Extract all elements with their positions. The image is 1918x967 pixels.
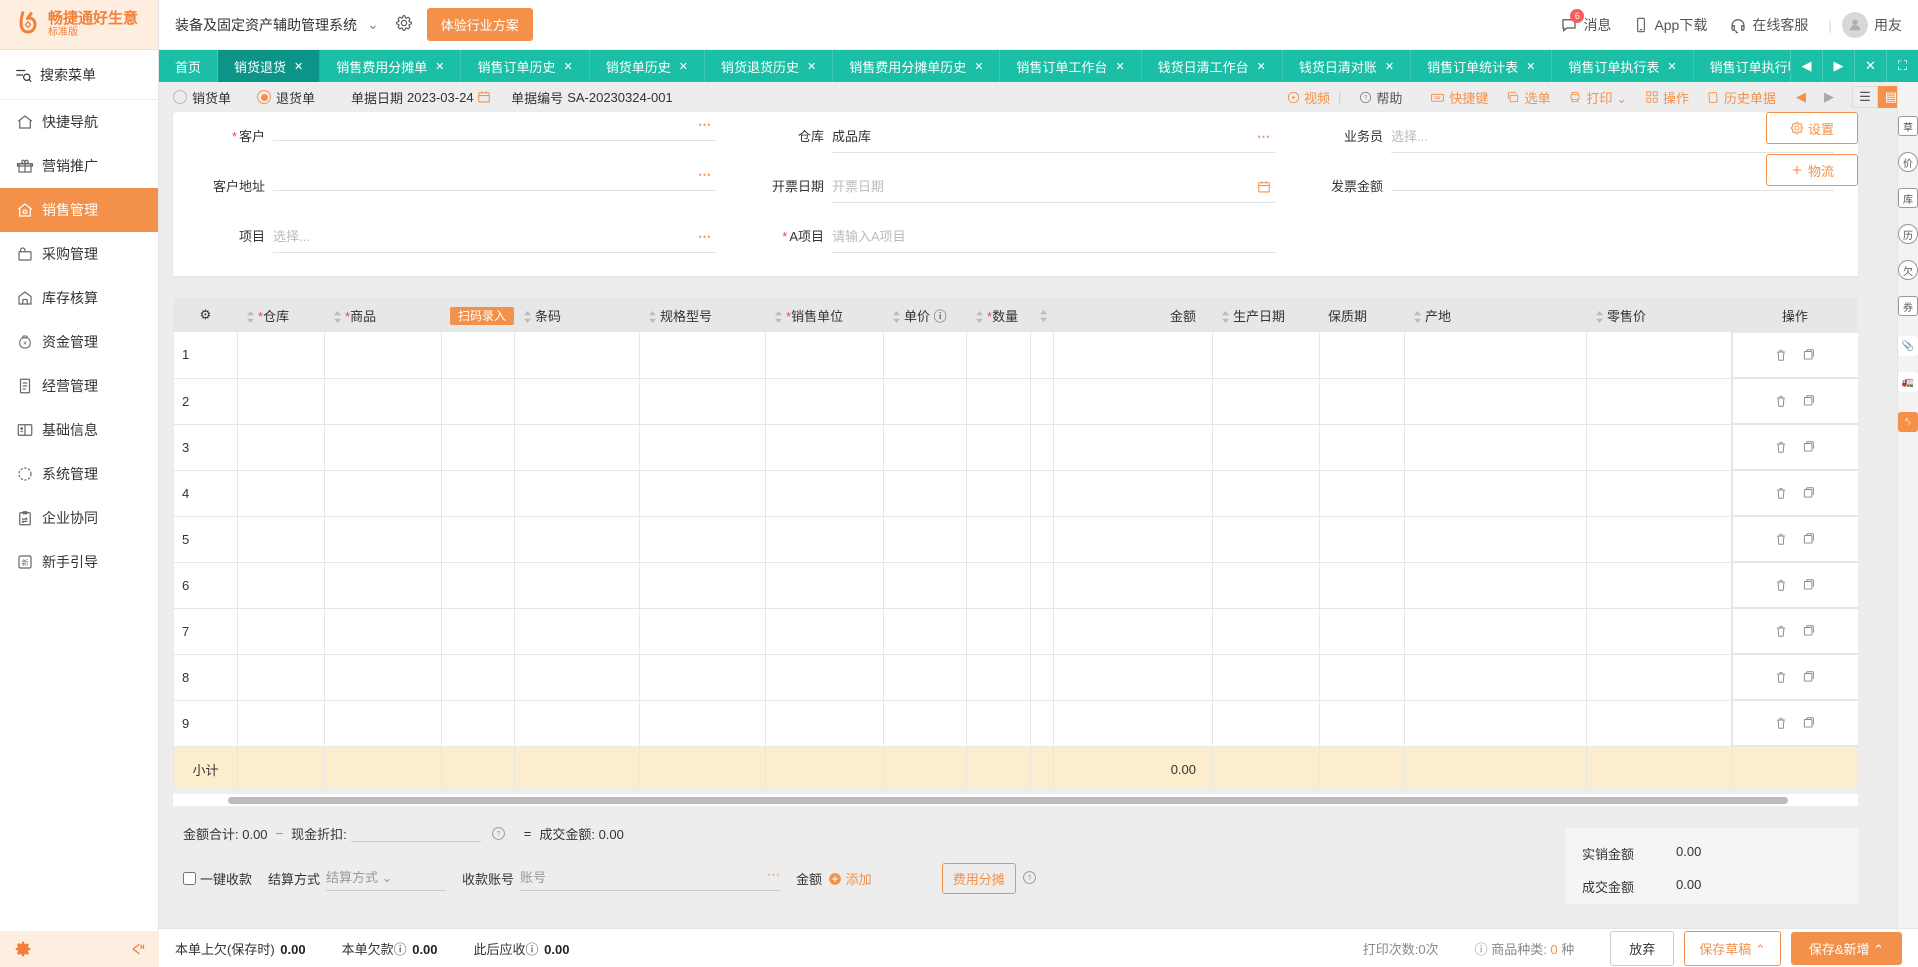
svg-text:?: ?	[1027, 875, 1031, 882]
svg-text:?: ?	[1364, 95, 1368, 101]
svg-text:?: ?	[496, 831, 500, 838]
svg-text:¥: ¥	[23, 341, 27, 347]
svg-text:新: 新	[22, 558, 29, 567]
